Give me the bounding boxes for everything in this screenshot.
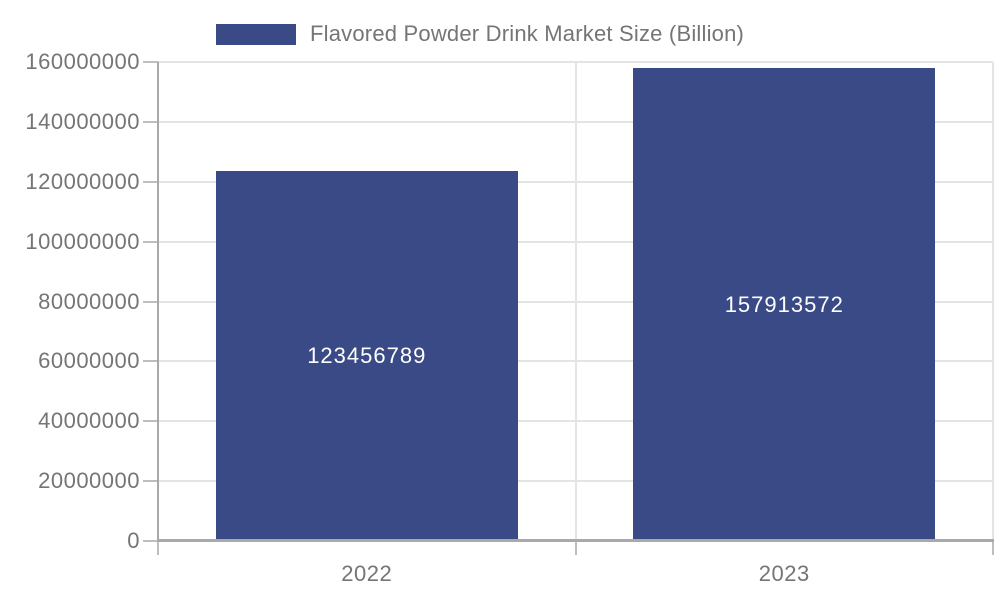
y-tick-label: 20000000 — [38, 468, 140, 494]
y-tick-label: 120000000 — [25, 168, 140, 194]
y-tick-mark — [143, 420, 158, 423]
x-axis-line — [157, 539, 994, 542]
gridline-vertical — [992, 62, 994, 541]
y-tick-mark — [143, 120, 158, 123]
y-tick-label: 100000000 — [25, 228, 140, 254]
bar-value-label: 157913572 — [724, 291, 844, 317]
x-tick-mark — [157, 541, 159, 555]
legend-swatch — [216, 23, 296, 45]
y-tick-mark — [143, 360, 158, 363]
y-tick-label: 140000000 — [25, 108, 140, 134]
y-tick-label: 40000000 — [38, 408, 140, 434]
y-tick-mark — [143, 180, 158, 183]
y-tick-mark — [143, 540, 158, 542]
y-tick-label: 80000000 — [38, 288, 140, 314]
y-tick-mark — [143, 480, 158, 483]
bar-2023: 157913572 — [633, 68, 936, 541]
y-tick-label: 160000000 — [25, 49, 140, 74]
x-tick-label: 2023 — [758, 561, 810, 586]
bar-value-label: 123456789 — [307, 343, 427, 369]
chart-legend: Flavored Powder Drink Market Size (Billi… — [216, 21, 744, 47]
x-tick-label: 2022 — [341, 561, 393, 586]
y-tick-mark — [143, 240, 158, 243]
x-tick-mark — [574, 541, 577, 555]
y-tick-mark — [143, 300, 158, 303]
gridline-vertical — [574, 62, 577, 541]
bar-2022: 123456789 — [215, 171, 518, 541]
y-tick-mark — [143, 61, 158, 63]
legend-label: Flavored Powder Drink Market Size (Billi… — [310, 21, 745, 46]
x-tick-mark — [992, 541, 994, 555]
y-axis-line — [157, 62, 159, 541]
y-tick-label: 0 — [127, 528, 140, 553]
y-tick-label: 60000000 — [38, 348, 140, 374]
